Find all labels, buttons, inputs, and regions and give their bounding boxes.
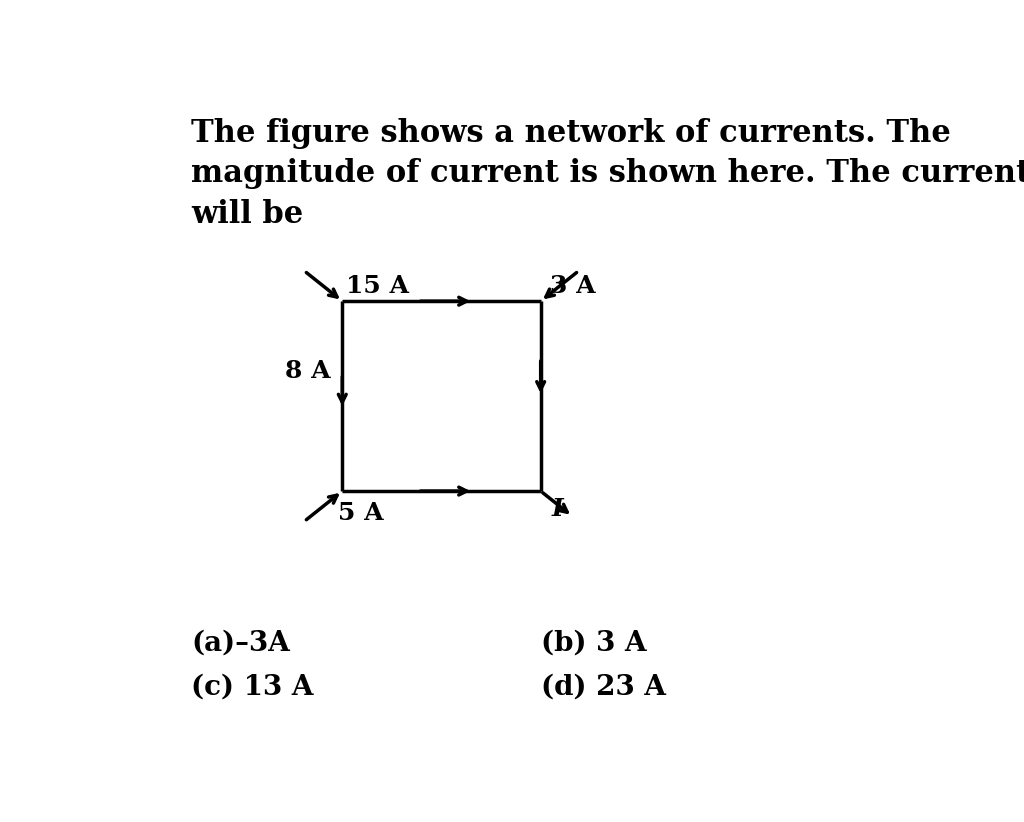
Text: 15 A: 15 A bbox=[346, 274, 410, 298]
Text: (b) 3 A: (b) 3 A bbox=[541, 630, 646, 657]
Text: 8 A: 8 A bbox=[285, 359, 331, 383]
Text: 3 A: 3 A bbox=[550, 274, 596, 298]
Text: (c) 13 A: (c) 13 A bbox=[191, 674, 314, 701]
Text: I: I bbox=[552, 497, 563, 521]
Text: (d) 23 A: (d) 23 A bbox=[541, 674, 666, 701]
Text: 5 A: 5 A bbox=[338, 501, 384, 524]
Text: The figure shows a network of currents. The
magnitude of current is shown here. : The figure shows a network of currents. … bbox=[191, 118, 1024, 230]
Text: (a)–3A: (a)–3A bbox=[191, 630, 291, 657]
